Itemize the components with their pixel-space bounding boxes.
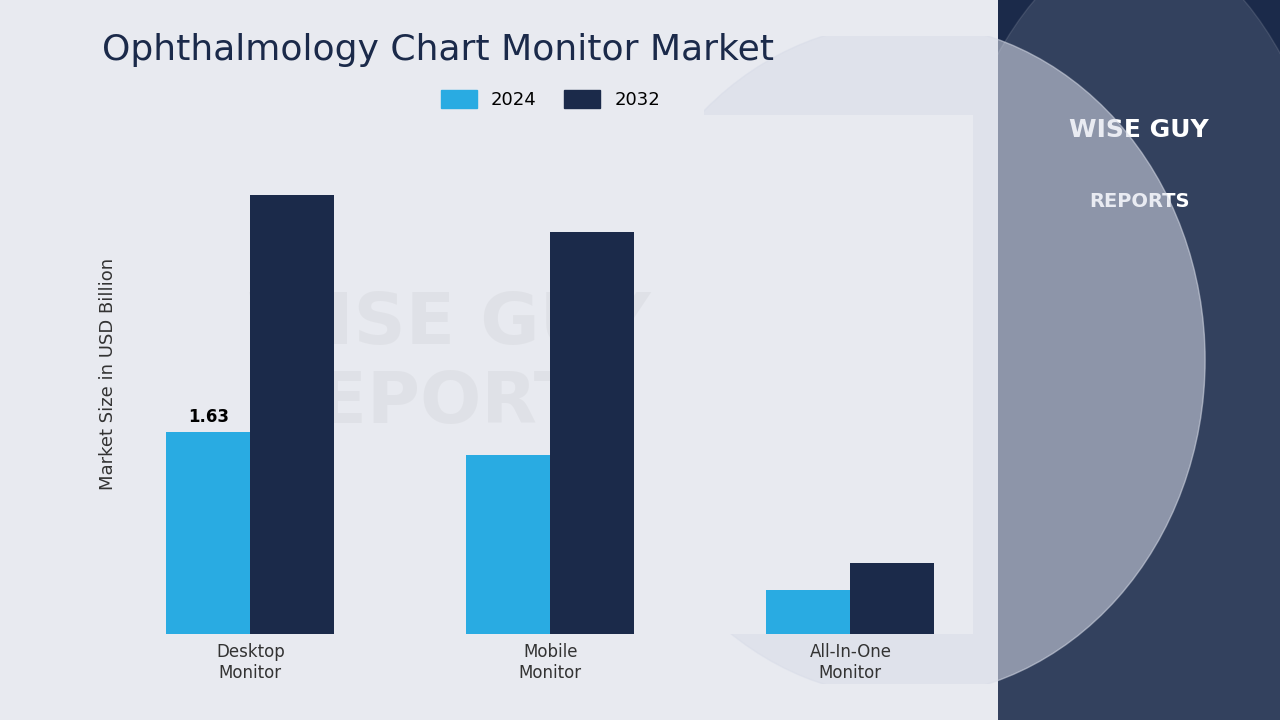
- Text: WISE GUY: WISE GUY: [1069, 117, 1210, 142]
- Text: WISE GUY: WISE GUY: [740, 264, 956, 301]
- Y-axis label: Market Size in USD Billion: Market Size in USD Billion: [99, 258, 116, 490]
- Bar: [767, 590, 850, 634]
- Ellipse shape: [914, 0, 1280, 720]
- Legend: 2024, 2032: 2024, 2032: [434, 83, 667, 117]
- Text: WISE GUY
REPORTS: WISE GUY REPORTS: [247, 289, 650, 438]
- Circle shape: [607, 23, 1206, 697]
- Text: REPORTS: REPORTS: [769, 359, 927, 387]
- Bar: [166, 433, 251, 634]
- Bar: [466, 454, 550, 634]
- Text: 1.63: 1.63: [188, 408, 229, 426]
- Bar: [251, 195, 334, 634]
- Text: REPORTS: REPORTS: [1089, 192, 1189, 211]
- Text: Ophthalmology Chart Monitor Market: Ophthalmology Chart Monitor Market: [102, 33, 774, 68]
- Bar: [850, 563, 934, 634]
- Bar: [550, 233, 635, 634]
